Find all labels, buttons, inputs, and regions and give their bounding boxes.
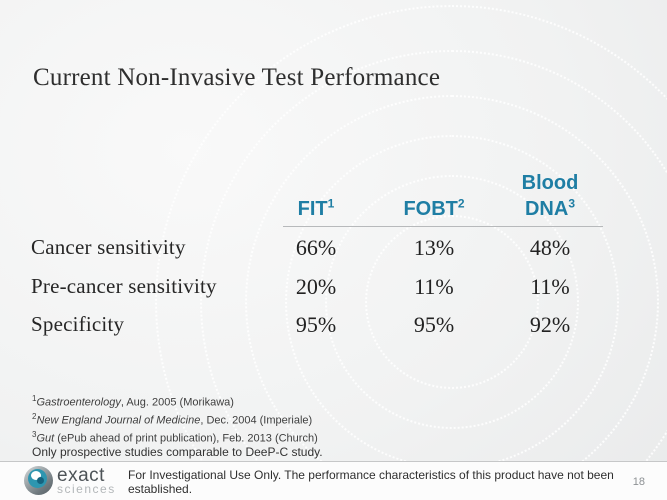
exact-sciences-logo: exact sciences <box>24 466 116 495</box>
footnotes: 1Gastroenterology, Aug. 2005 (Morikawa) … <box>32 392 318 446</box>
footnote-text: , Aug. 2005 (Morikawa) <box>120 396 234 409</box>
cell-value: 13% <box>413 235 455 260</box>
logo-swirl-highlight <box>31 471 41 480</box>
slide-title: Current Non-Invasive Test Performance <box>33 64 441 91</box>
column-header-fobt: FOBT2 <box>378 160 490 222</box>
footnote-text: , Dec. 2004 (Imperiale) <box>200 414 313 427</box>
column-label: FIT <box>297 198 328 220</box>
cell-value: 11% <box>530 274 570 299</box>
column-superscript: 3 <box>568 196 576 211</box>
column-header-blood-dna: Blood DNA3 <box>494 160 606 222</box>
footer-disclaimer: For Investigational Use Only. The perfor… <box>128 467 614 496</box>
cell-value: 95% <box>295 312 337 337</box>
logo-wordmark: exact sciences <box>57 466 116 495</box>
footer-bar: exact sciences For Investigational Use O… <box>0 461 667 500</box>
page-number: 18 <box>632 475 645 488</box>
cell-value: 48% <box>529 235 571 260</box>
column-header-fit: FIT1 <box>260 160 372 222</box>
footnote-journal: Gut <box>36 432 55 445</box>
column-label: FOBT <box>403 198 458 220</box>
cell-value: 11% <box>414 274 454 299</box>
logo-text-sciences: sciences <box>57 482 116 496</box>
logo-swirl-icon <box>24 466 53 495</box>
header-divider <box>283 226 603 227</box>
row-label-pre-cancer-sensitivity: Pre-cancer sensitivity <box>31 274 217 298</box>
footnote-superscript: 1 <box>32 394 37 403</box>
footnote-3: 3Gut (ePub ahead of print publication), … <box>32 428 318 446</box>
footnote-1: 1Gastroenterology, Aug. 2005 (Morikawa) <box>32 392 318 410</box>
footnote-journal: Gastroenterology <box>36 396 121 409</box>
cell-value: 95% <box>413 312 455 337</box>
footnote-superscript: 3 <box>32 430 37 440</box>
footnote-text: (ePub ahead of print publication), Feb. … <box>54 432 318 445</box>
footnote-superscript: 2 <box>32 412 37 422</box>
comparability-note: Only prospective studies comparable to D… <box>32 445 323 459</box>
row-label-cancer-sensitivity: Cancer sensitivity <box>31 235 186 259</box>
cell-value: 66% <box>295 235 337 260</box>
column-label: DNA <box>524 198 569 220</box>
column-label-line1: Blood <box>521 172 579 194</box>
column-superscript: 2 <box>457 196 465 211</box>
cell-value: 92% <box>529 312 571 337</box>
cell-value: 20% <box>295 274 337 299</box>
row-label-specificity: Specificity <box>31 312 125 336</box>
logo-text-exact: exact <box>57 465 105 486</box>
footnote-journal: New England Journal of Medicine <box>36 414 201 427</box>
column-superscript: 1 <box>327 196 335 211</box>
logo-swirl-core <box>37 477 44 484</box>
footnote-2: 2New England Journal of Medicine, Dec. 2… <box>32 410 318 428</box>
